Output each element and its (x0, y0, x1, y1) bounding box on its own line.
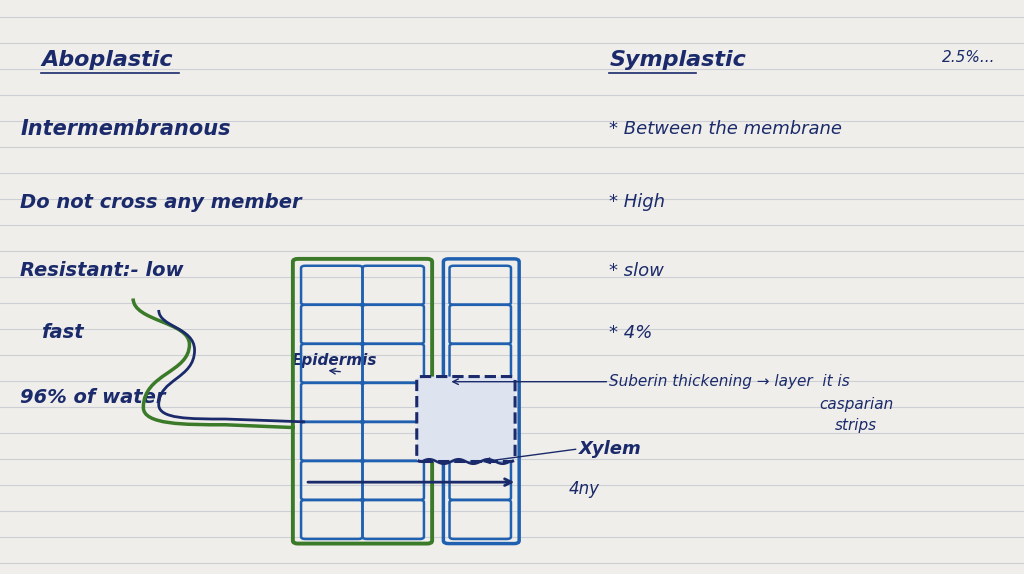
Text: 2.5%...: 2.5%... (942, 50, 995, 65)
Text: Epidermis: Epidermis (292, 353, 377, 368)
FancyBboxPatch shape (417, 377, 515, 461)
Text: * High: * High (609, 193, 666, 211)
Text: * slow: * slow (609, 262, 665, 280)
Text: Symplastic: Symplastic (609, 51, 746, 70)
Text: Resistant:- low: Resistant:- low (20, 261, 184, 281)
Text: fast: fast (41, 323, 84, 343)
Text: casparian: casparian (819, 397, 894, 412)
Text: 96% of water: 96% of water (20, 387, 166, 407)
Text: * Between the membrane: * Between the membrane (609, 120, 843, 138)
Text: Suberin thickening → layer  it is: Suberin thickening → layer it is (609, 374, 850, 389)
Text: strips: strips (835, 418, 877, 433)
Text: Intermembranous: Intermembranous (20, 119, 231, 139)
Text: Xylem: Xylem (579, 440, 641, 458)
Text: 4ny: 4ny (568, 480, 599, 498)
Text: * 4%: * 4% (609, 324, 652, 342)
Text: Do not cross any member: Do not cross any member (20, 192, 302, 212)
Text: Aboplastic: Aboplastic (41, 51, 173, 70)
